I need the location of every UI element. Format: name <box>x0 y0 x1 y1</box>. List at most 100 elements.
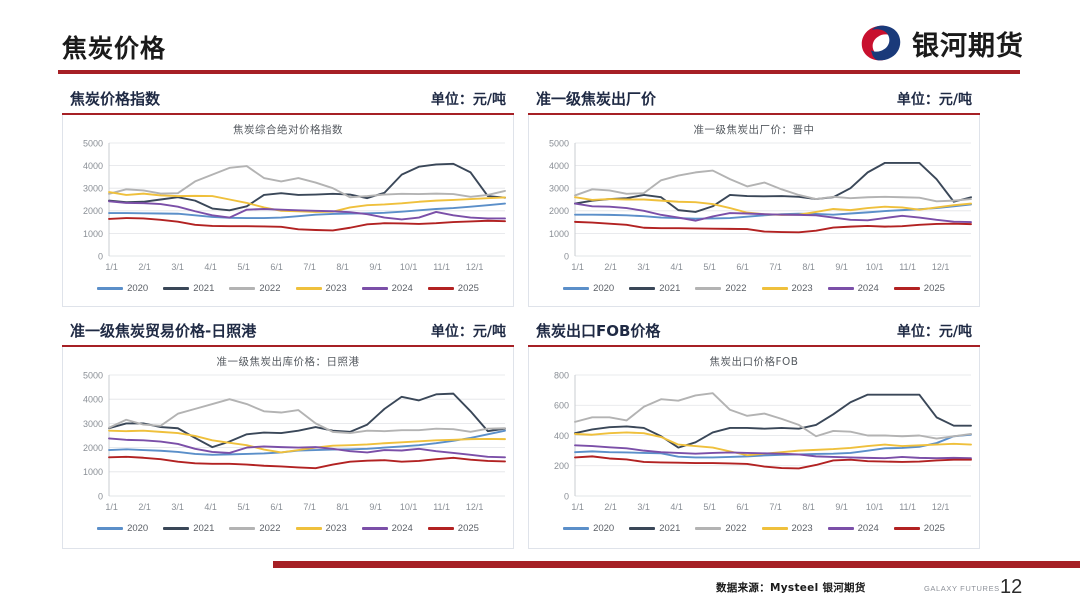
svg-text:7/1: 7/1 <box>769 262 782 272</box>
legend-label: 2024 <box>391 523 413 534</box>
svg-text:400: 400 <box>554 431 569 441</box>
svg-text:11/1: 11/1 <box>899 262 916 272</box>
panel-header: 准一级焦炭出厂价 单位：元/吨 <box>528 88 980 115</box>
legend-label: 2021 <box>659 283 681 294</box>
svg-text:2000: 2000 <box>549 206 569 216</box>
svg-text:10/1: 10/1 <box>400 502 418 512</box>
legend-item[interactable]: 2020 <box>563 283 614 294</box>
legend-item[interactable]: 2025 <box>893 523 945 534</box>
legend-item[interactable]: 2024 <box>827 523 879 534</box>
legend-label: 2023 <box>325 283 347 294</box>
legend-item[interactable]: 2025 <box>427 523 479 534</box>
svg-text:9/1: 9/1 <box>369 262 382 272</box>
svg-text:4000: 4000 <box>549 161 569 171</box>
series-line-2024 <box>574 202 972 224</box>
legend-item[interactable]: 2022 <box>695 523 747 534</box>
legend-item[interactable]: 2023 <box>761 283 813 294</box>
legend-item[interactable]: 2024 <box>827 283 879 294</box>
legend-color-swatch-2025 <box>427 527 454 530</box>
legend-item[interactable]: 2020 <box>563 523 614 534</box>
svg-text:3000: 3000 <box>83 184 103 194</box>
svg-text:3/1: 3/1 <box>637 502 650 512</box>
legend-label: 2021 <box>659 523 681 534</box>
svg-text:1000: 1000 <box>83 229 103 239</box>
legend-color-swatch-2020 <box>563 287 590 290</box>
panel-unit: 单位：元/吨 <box>430 324 506 340</box>
page-title: 焦炭价格 <box>62 35 167 63</box>
legend-color-swatch-2025 <box>893 527 920 530</box>
chart-panel-export-fob-price: 焦炭出口FOB价格 单位：元/吨 焦炭出口价格FOB 0 200 400 600 800… <box>528 320 980 549</box>
brand-name: 银河期货 <box>912 30 1024 62</box>
series-line-2022 <box>574 392 972 440</box>
panel-unit: 单位：元/吨 <box>896 324 972 340</box>
footer-brand-mark: GALAXY FUTURES <box>924 584 1000 593</box>
line-chart-svg: 0 1000 2000 3000 4000 5000 1/1 2/1 3/1 4/1 5/1 6/1 7… <box>83 370 506 512</box>
legend-item[interactable]: 2022 <box>229 283 281 294</box>
legend-item[interactable]: 2022 <box>695 283 747 294</box>
chart-panel-coke-price-index: 焦炭价格指数 单位：元/吨 焦炭综合绝对价格指数 0 1000 2000 3000 40… <box>62 88 514 307</box>
legend-label: 2025 <box>923 523 945 534</box>
legend-color-swatch-2020 <box>563 527 590 530</box>
legend-label: 2022 <box>259 283 281 294</box>
svg-text:1/1: 1/1 <box>571 502 584 512</box>
svg-text:3000: 3000 <box>83 419 103 429</box>
svg-text:2/1: 2/1 <box>138 262 151 272</box>
svg-text:1/1: 1/1 <box>105 262 118 272</box>
series-line-2020 <box>574 433 972 459</box>
legend-label: 2024 <box>857 523 879 534</box>
legend-label: 2020 <box>127 523 149 534</box>
svg-text:5000: 5000 <box>83 138 103 148</box>
plot-area: 0 200 400 600 800 1/1 2/1 3/1 4/1 5/1 6/1 7/1 8/1 9/1… <box>529 369 979 522</box>
panel-body: 准一级焦炭出厂价：晋中 0 1000 2000 3000 4000 5000 1/1 2/1 3… <box>528 115 980 307</box>
legend-label: 2022 <box>259 523 281 534</box>
svg-text:0: 0 <box>98 251 103 261</box>
legend-item[interactable]: 2021 <box>629 283 680 294</box>
svg-text:2000: 2000 <box>83 206 103 216</box>
svg-text:1000: 1000 <box>549 229 569 239</box>
legend-label: 2022 <box>725 283 747 294</box>
panel-title: 准一级焦炭出厂价 <box>536 90 657 108</box>
legend-item[interactable]: 2023 <box>295 523 347 534</box>
data-source-note: 数据来源：Mysteel 银河期货 <box>716 582 866 594</box>
legend-item[interactable]: 2020 <box>97 523 148 534</box>
svg-text:5000: 5000 <box>549 138 569 148</box>
svg-text:11/1: 11/1 <box>433 262 450 272</box>
legend-item[interactable]: 2025 <box>893 283 945 294</box>
legend-label: 2020 <box>593 523 615 534</box>
svg-text:9/1: 9/1 <box>835 262 848 272</box>
title-underline <box>58 70 1020 74</box>
chart-panel-ex-factory-price: 准一级焦炭出厂价 单位：元/吨 准一级焦炭出厂价：晋中 0 1000 2000 300… <box>528 88 980 307</box>
legend-item[interactable]: 2025 <box>427 283 479 294</box>
svg-text:2/1: 2/1 <box>604 502 617 512</box>
legend-item[interactable]: 2021 <box>163 523 214 534</box>
legend-item[interactable]: 2024 <box>361 283 413 294</box>
legend-label: 2023 <box>791 283 813 294</box>
legend-item[interactable]: 2022 <box>229 523 281 534</box>
legend-item[interactable]: 2023 <box>295 283 347 294</box>
panel-header: 焦炭出口FOB价格 单位：元/吨 <box>528 320 980 347</box>
legend-item[interactable]: 2020 <box>97 283 148 294</box>
chart-legend: 2020 2021 2022 2023 2024 2025 <box>529 283 979 294</box>
svg-text:12/1: 12/1 <box>466 502 484 512</box>
svg-text:10/1: 10/1 <box>866 262 884 272</box>
svg-text:200: 200 <box>554 461 569 471</box>
panel-unit: 单位：元/吨 <box>896 92 972 108</box>
legend-item[interactable]: 2021 <box>629 523 680 534</box>
series-line-2025 <box>108 455 506 470</box>
series-line-2024 <box>108 200 506 221</box>
legend-color-swatch-2021 <box>629 287 656 290</box>
legend-item[interactable]: 2021 <box>163 283 214 294</box>
svg-text:1000: 1000 <box>83 467 103 477</box>
legend-item[interactable]: 2024 <box>361 523 413 534</box>
series-line-2023 <box>574 196 972 216</box>
svg-text:5/1: 5/1 <box>703 502 716 512</box>
svg-text:12/1: 12/1 <box>466 262 484 272</box>
series-line-2021 <box>574 161 972 213</box>
series-line-2024 <box>108 437 506 459</box>
series-line-2024 <box>574 444 972 460</box>
series-line-2022 <box>574 169 972 203</box>
svg-text:3/1: 3/1 <box>171 262 184 272</box>
legend-item[interactable]: 2023 <box>761 523 813 534</box>
svg-text:10/1: 10/1 <box>400 262 418 272</box>
legend-color-swatch-2024 <box>827 527 854 530</box>
